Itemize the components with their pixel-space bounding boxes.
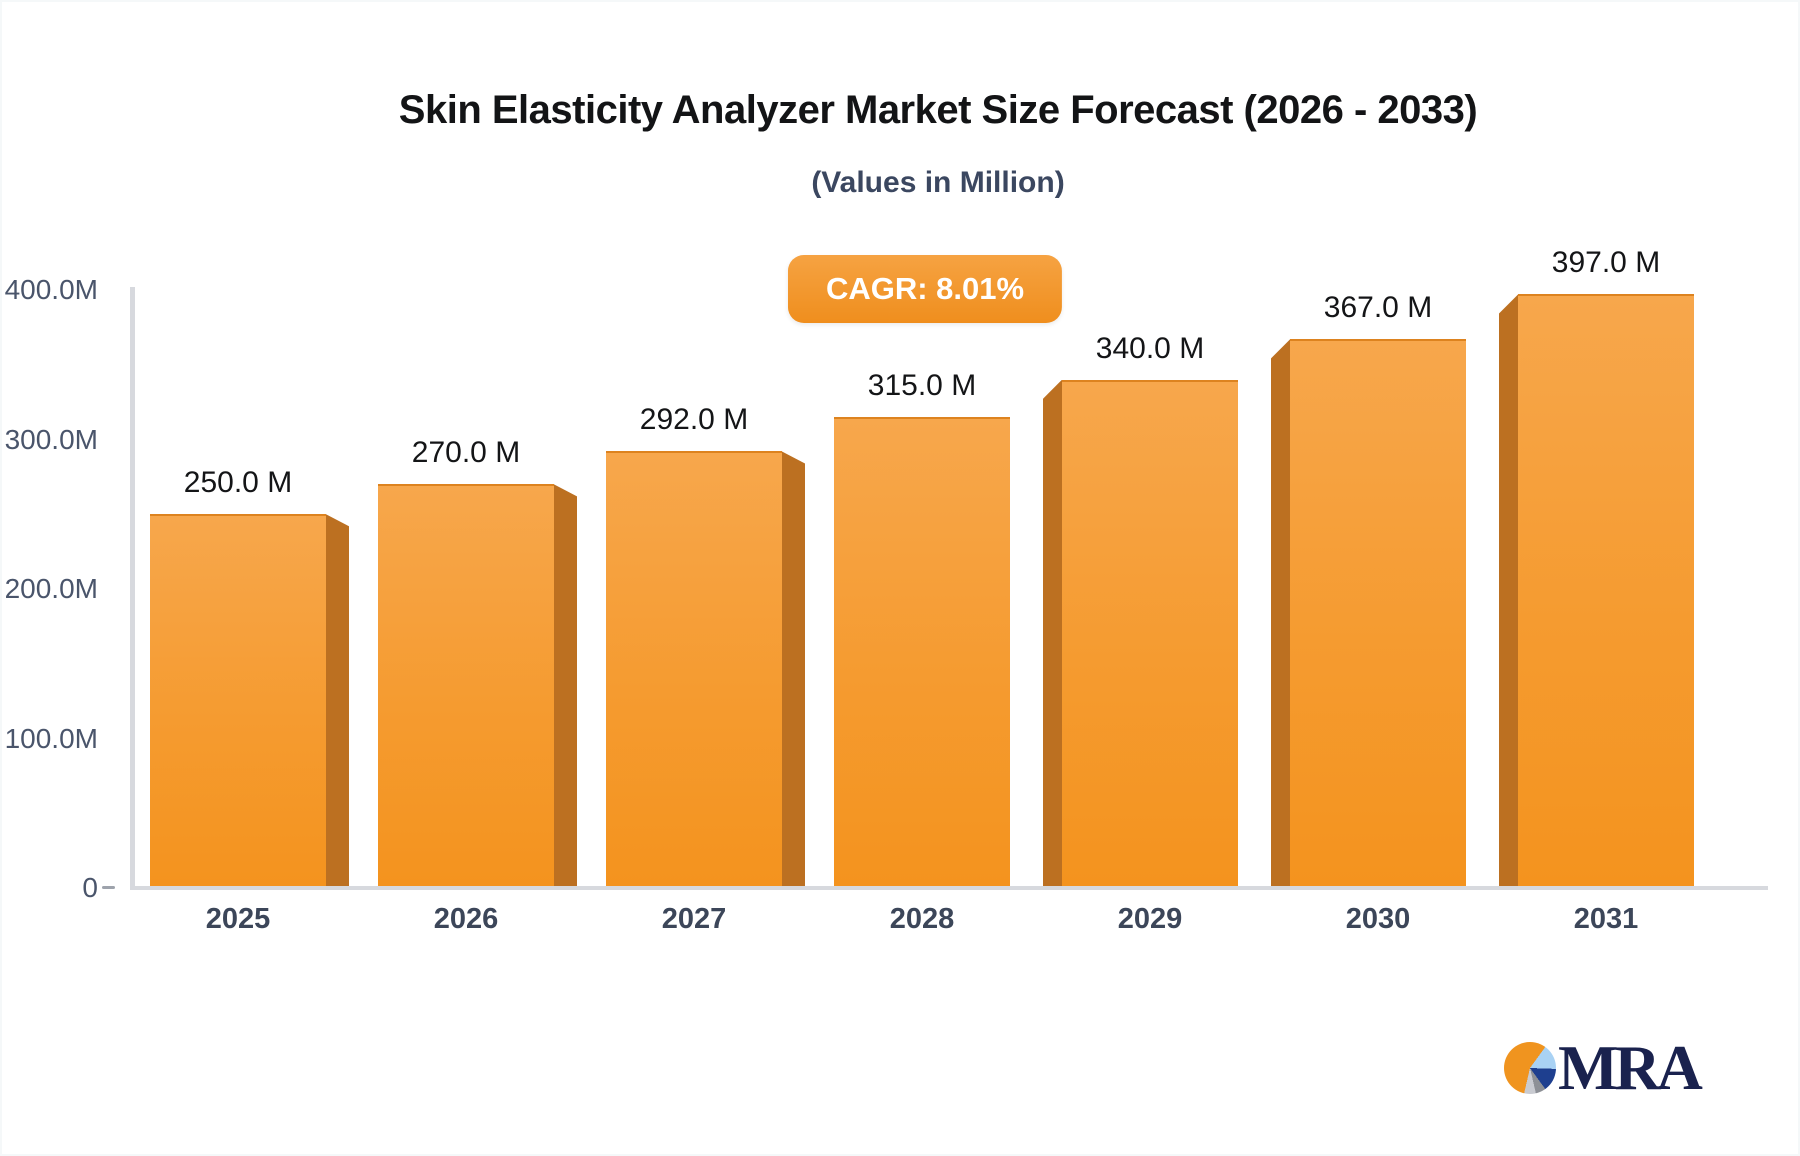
x-axis-label: 2027 [661, 903, 727, 935]
brand-logo: MRA [1504, 1032, 1703, 1103]
bar-value-label: 250.0 M [183, 466, 293, 500]
bar [150, 514, 326, 886]
bar-3d-side [1043, 379, 1062, 886]
y-axis-tick-label: 200.0M [4, 573, 98, 604]
x-axis-label: 2029 [1117, 903, 1183, 935]
bar [378, 484, 554, 886]
bar [1290, 339, 1466, 886]
x-axis-label: 2025 [205, 903, 271, 935]
logo-pie-icon [1504, 1042, 1556, 1094]
bar-3d-side [1271, 339, 1290, 886]
bar-value-label: 367.0 M [1323, 291, 1433, 325]
y-axis-tick-label: 300.0M [4, 423, 98, 455]
x-axis-label: 2028 [889, 903, 955, 935]
y-axis-line [130, 287, 135, 890]
x-axis-label: 2031 [1573, 903, 1639, 935]
bar-value-label: 397.0 M [1551, 246, 1661, 280]
bar-value-label: 270.0 M [411, 436, 521, 470]
y-axis-tick-label: 100.0M [4, 722, 98, 754]
y-axis-tick-label: 0 [82, 872, 98, 903]
x-axis-label: 2026 [433, 903, 499, 935]
cagr-badge-label: CAGR: 8.01% [825, 271, 1025, 306]
cagr-badge: CAGR: 8.01% [787, 255, 1063, 323]
bar-3d-side [554, 484, 577, 886]
bar [834, 417, 1010, 886]
bar-value-label: 315.0 M [867, 369, 977, 403]
bar-value-label: 292.0 M [639, 403, 749, 437]
bar [606, 451, 782, 886]
bar-3d-side [326, 514, 349, 886]
zero-tick-mark [102, 886, 115, 889]
bar-3d-side [1499, 294, 1518, 886]
bar-value-label: 340.0 M [1095, 331, 1205, 365]
bar-3d-side [782, 451, 805, 886]
x-axis-line [130, 886, 1768, 890]
logo-text: MRA [1558, 1032, 1703, 1103]
x-axis-label: 2030 [1345, 903, 1411, 935]
chart-title: Skin Elasticity Analyzer Market Size For… [398, 88, 1478, 132]
chart-subtitle: (Values in Million) [811, 166, 1065, 199]
bar [1062, 379, 1238, 886]
bar [1518, 294, 1694, 886]
y-axis-tick-label: 400.0M [4, 274, 98, 305]
